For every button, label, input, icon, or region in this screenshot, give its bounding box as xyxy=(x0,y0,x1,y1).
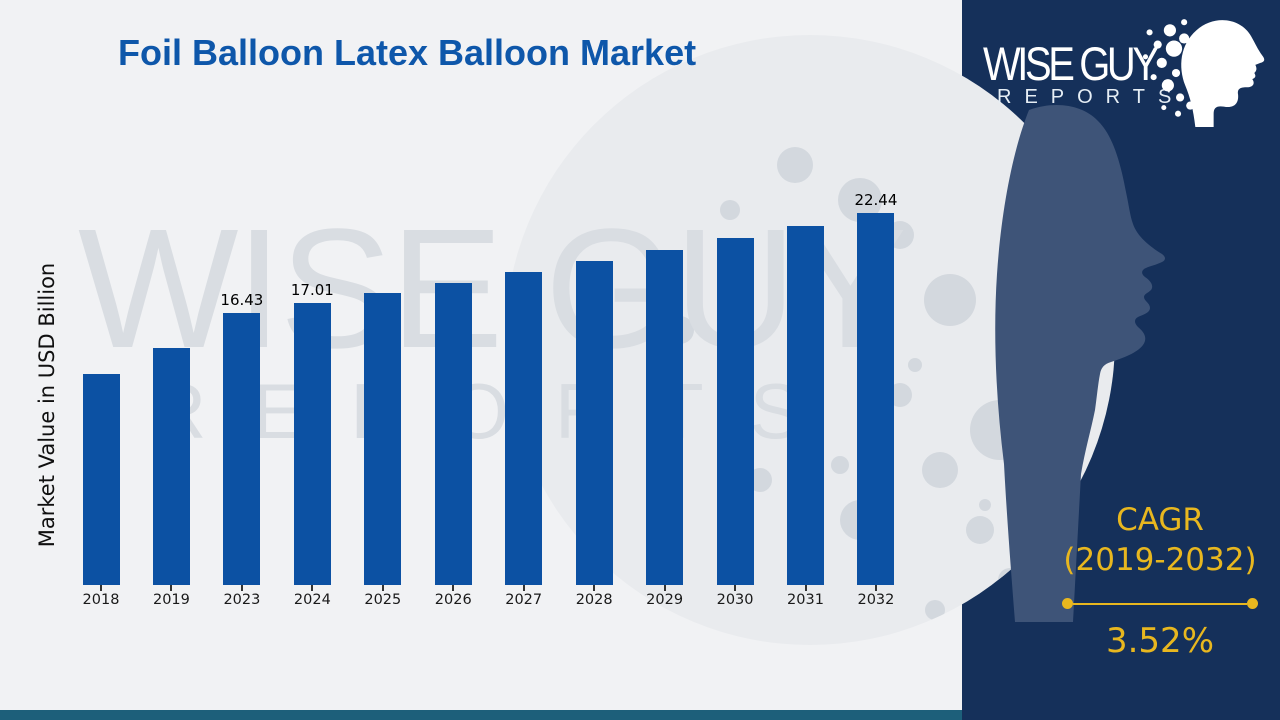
logo-dot xyxy=(1146,29,1153,36)
bar-2031 xyxy=(787,225,824,585)
logo-dot xyxy=(1165,40,1183,57)
divider-dot-left xyxy=(1062,598,1073,609)
x-tick-label-2026: 2026 xyxy=(434,592,472,608)
cagr-range: (2019-2032) xyxy=(1063,542,1257,578)
logo-head-icon xyxy=(1142,19,1265,127)
moon-texture-blob xyxy=(966,516,994,544)
x-tick-label-2019: 2019 xyxy=(152,592,190,608)
x-tick-label-2028: 2028 xyxy=(575,592,613,608)
x-axis-tick xyxy=(170,585,173,591)
x-axis-tick xyxy=(874,585,877,591)
bar-2027 xyxy=(505,272,543,585)
logo-dot xyxy=(1181,19,1188,26)
x-tick-label-2024: 2024 xyxy=(293,592,331,608)
moon-texture-blob xyxy=(924,274,976,326)
divider-dot-right xyxy=(1247,598,1258,609)
moon-texture-blob xyxy=(925,600,945,620)
logo-dot xyxy=(1188,64,1197,74)
bar-2018 xyxy=(82,374,120,585)
logo-dot xyxy=(1163,24,1177,37)
moon-texture-blob xyxy=(831,456,849,474)
moon-texture-blob xyxy=(720,200,740,220)
x-axis-tick xyxy=(311,585,314,591)
bar-2026 xyxy=(434,282,472,585)
bar-2030 xyxy=(716,237,754,585)
logo-dot xyxy=(1161,79,1174,92)
cagr-value: 3.52% xyxy=(1105,621,1214,661)
bar-value-2024: 17.01 xyxy=(290,280,334,299)
x-axis-tick xyxy=(240,585,243,591)
bar-2032 xyxy=(857,212,895,585)
divider-line xyxy=(1073,602,1247,605)
x-tick-label-2018: 2018 xyxy=(82,592,120,608)
bar-chart: Foil Balloon Latex Balloon Market Market… xyxy=(35,32,898,608)
logo-dot xyxy=(1183,55,1190,62)
face-profile-silhouette xyxy=(995,105,1165,623)
bar-2019 xyxy=(152,347,190,585)
x-tick-label-2029: 2029 xyxy=(646,592,684,608)
x-axis-tick xyxy=(734,585,737,591)
x-tick-label-2025: 2025 xyxy=(364,592,402,608)
x-tick-label-2023: 2023 xyxy=(223,592,261,608)
x-axis-tick xyxy=(100,585,102,591)
cagr-block: CAGR (2019-2032) 3.52% xyxy=(1048,500,1272,661)
bar-2024 xyxy=(293,302,331,585)
cagr-label: CAGR xyxy=(1116,502,1204,538)
logo-dot xyxy=(1156,57,1167,68)
bottom-accent-strip xyxy=(0,710,962,720)
x-axis-tick xyxy=(593,585,596,591)
logo-dot xyxy=(1176,93,1185,102)
x-tick-label-2031: 2031 xyxy=(787,592,824,608)
bar-value-2023: 16.43 xyxy=(220,290,264,309)
logo-dot xyxy=(1171,68,1181,78)
logo-dot xyxy=(1179,33,1190,44)
bar-2023 xyxy=(223,312,261,585)
logo-dot xyxy=(1142,54,1149,60)
logo-dot xyxy=(1161,105,1167,111)
x-axis-tick xyxy=(804,585,807,591)
logo-dot xyxy=(1199,31,1205,37)
x-axis-tick xyxy=(522,585,525,591)
moon-texture-blob xyxy=(777,147,813,183)
logo-dot xyxy=(1186,101,1195,110)
logo-dot xyxy=(1153,40,1162,49)
logo-dot xyxy=(1195,43,1202,50)
bar-value-2032: 22.44 xyxy=(854,190,898,209)
bar-2029 xyxy=(646,249,684,585)
y-axis-label: Market Value in USD Billion xyxy=(35,262,59,548)
x-tick-label-2032: 2032 xyxy=(857,592,895,608)
x-axis-tick xyxy=(381,585,384,591)
logo-subtext: REPORTS xyxy=(997,86,1185,108)
bar-2025 xyxy=(364,293,402,585)
watermark-wiseguy: WISE GUY xyxy=(78,194,907,384)
moon-texture-blob xyxy=(922,452,958,488)
x-tick-label-2030: 2030 xyxy=(716,592,754,608)
chart-title: Foil Balloon Latex Balloon Market xyxy=(118,32,697,73)
logo-dot xyxy=(1174,110,1182,117)
cagr-divider xyxy=(1062,598,1258,609)
moon-texture-blob xyxy=(979,499,991,511)
x-axis-tick xyxy=(663,585,666,591)
moon-texture-blob xyxy=(908,358,922,372)
x-axis-tick xyxy=(452,585,455,591)
logo-wordmark: WISE GUY xyxy=(983,37,1159,90)
logo-dot xyxy=(1193,80,1200,87)
logo-dot xyxy=(1150,74,1157,81)
bar-2028 xyxy=(575,261,613,585)
x-tick-label-2027: 2027 xyxy=(505,592,543,608)
